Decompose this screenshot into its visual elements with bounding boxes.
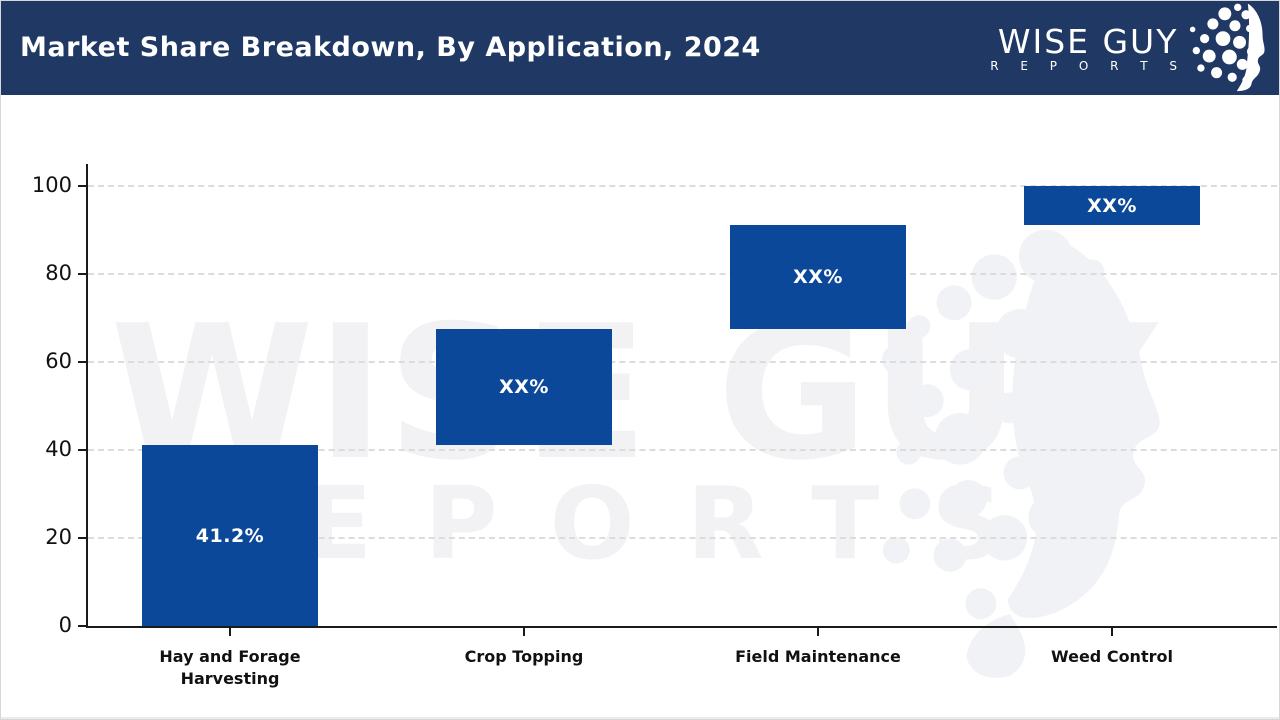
bar: XX% [730, 225, 906, 329]
bottom-strip [0, 717, 1280, 720]
bar-value-label: XX% [499, 376, 549, 398]
x-axis-line [86, 626, 1277, 628]
y-tick [78, 185, 86, 187]
logo-text: WISE GUY R E P O R T S [990, 22, 1186, 73]
category-label: Field Maintenance [735, 647, 901, 666]
category-label: Weed Control [1051, 647, 1173, 666]
gridline [88, 273, 1277, 275]
x-tick [817, 628, 819, 636]
header-bar: Market Share Breakdown, By Application, … [0, 0, 1280, 95]
y-tick [78, 537, 86, 539]
logo-head-icon [1180, 0, 1266, 96]
y-tick [78, 449, 86, 451]
y-tick-label: 100 [31, 173, 72, 197]
wise-guy-reports-logo: WISE GUY R E P O R T S [990, 0, 1280, 96]
logo-reports-label: R E P O R T S [990, 59, 1186, 73]
category-label: Hay and Forage Harvesting [159, 647, 301, 688]
watermark-head-icon [855, 210, 1185, 684]
x-tick [523, 628, 525, 636]
gridline [88, 185, 1277, 187]
category-label: Crop Topping [464, 647, 584, 666]
y-tick-label: 40 [45, 437, 72, 461]
gridline [88, 449, 1277, 451]
bar-value-label: 41.2% [195, 524, 265, 547]
bar: XX% [436, 329, 612, 445]
bar: 41.2% [142, 445, 318, 626]
y-tick [78, 361, 86, 363]
bar-value-label: XX% [793, 266, 843, 288]
y-tick [78, 273, 86, 275]
page-title: Market Share Breakdown, By Application, … [20, 32, 761, 63]
y-tick-label: 60 [45, 349, 72, 373]
bar: XX% [1024, 186, 1200, 225]
plot-region: 0 20 40 60 80 100 41.2% Hay and Forage Harvesti… [32, 164, 1277, 688]
x-tick [1111, 628, 1113, 636]
x-tick [229, 628, 231, 636]
y-axis-line [86, 164, 88, 628]
chart-area: WISE GUY REPORTS 0 20 40 60 8 [0, 95, 1280, 720]
bar-value-label: XX% [1087, 194, 1137, 217]
y-tick-label: 20 [45, 525, 72, 549]
y-tick-label: 80 [45, 261, 72, 285]
gridline [88, 537, 1277, 539]
y-tick [78, 625, 86, 627]
gridline [88, 361, 1277, 363]
logo-wiseguy-label: WISE GUY [997, 22, 1179, 61]
y-tick-label: 0 [58, 613, 72, 637]
